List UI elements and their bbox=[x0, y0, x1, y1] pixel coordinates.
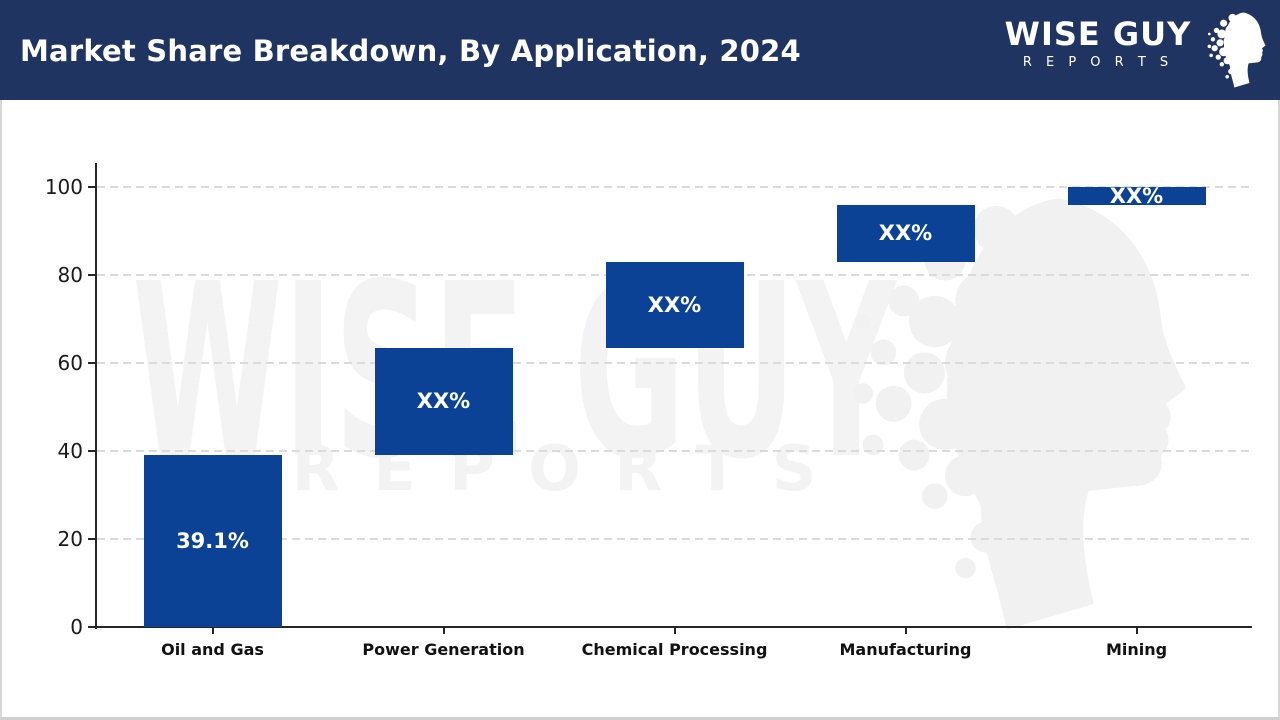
bar-chemical-processing bbox=[605, 261, 744, 348]
x-tick-mining bbox=[1135, 628, 1138, 634]
y-tick-label-40: 40 bbox=[57, 439, 83, 463]
gridline-60 bbox=[97, 362, 1252, 364]
x-tick-label-oil-and-gas: Oil and Gas bbox=[161, 640, 264, 659]
wiseguy-logo: WISE GUY R E P O R T S bbox=[1002, 4, 1272, 96]
bar-label-chemical-processing: XX% bbox=[647, 292, 702, 317]
logo-tagline: R E P O R T S bbox=[1022, 54, 1174, 70]
gridline-40 bbox=[97, 450, 1252, 452]
x-tick-label-power-generation: Power Generation bbox=[362, 640, 525, 659]
y-tick-40 bbox=[88, 450, 95, 452]
logo-name: WISE GUY bbox=[1004, 15, 1192, 53]
logo-text: WISE GUY R E P O R T S bbox=[1002, 15, 1194, 70]
bar-oil-and-gas bbox=[143, 454, 282, 627]
y-tick-label-100: 100 bbox=[44, 175, 83, 199]
chart-title: Market Share Breakdown, By Application, … bbox=[20, 34, 801, 68]
watermark-wise-guy: WISE GUY bbox=[132, 232, 896, 512]
watermark-head-icon bbox=[852, 198, 1187, 630]
x-tick-chemical-processing bbox=[673, 628, 676, 634]
y-tick-0 bbox=[88, 626, 95, 628]
y-tick-60 bbox=[88, 362, 95, 364]
y-axis bbox=[95, 162, 97, 629]
bar-label-power-generation: XX% bbox=[416, 389, 471, 414]
y-tick-20 bbox=[88, 538, 95, 540]
bar-label-manufacturing: XX% bbox=[878, 221, 933, 246]
x-tick-power-generation bbox=[442, 628, 445, 634]
bar-mining bbox=[1067, 187, 1206, 205]
bar-power-generation bbox=[374, 347, 513, 455]
x-tick-label-mining: Mining bbox=[1105, 640, 1168, 659]
y-tick-80 bbox=[88, 274, 95, 276]
y-tick-label-0: 0 bbox=[70, 615, 83, 639]
x-tick-manufacturing bbox=[904, 628, 907, 634]
y-tick-100 bbox=[88, 186, 95, 188]
bar-label-oil-and-gas: 39.1% bbox=[176, 528, 249, 553]
gridline-100 bbox=[97, 186, 1252, 188]
chart-canvas: WISE GUY R E P O R T S 0 20 40 60 80 100 39.1%… bbox=[0, 100, 1280, 720]
x-axis bbox=[95, 626, 1252, 628]
y-tick-label-80: 80 bbox=[57, 263, 83, 287]
y-tick-label-20: 20 bbox=[57, 527, 83, 551]
y-tick-label-60: 60 bbox=[57, 351, 83, 375]
header-bar: Market Share Breakdown, By Application, … bbox=[0, 0, 1280, 100]
gridline-20 bbox=[97, 538, 1252, 540]
x-tick-oil-and-gas bbox=[211, 628, 214, 634]
x-tick-label-chemical-processing: Chemical Processing bbox=[581, 640, 768, 659]
x-tick-label-manufacturing: Manufacturing bbox=[839, 640, 972, 659]
bar-manufacturing bbox=[836, 204, 975, 262]
bar-label-mining: XX% bbox=[1109, 183, 1164, 208]
logo-head-icon bbox=[1207, 12, 1266, 88]
